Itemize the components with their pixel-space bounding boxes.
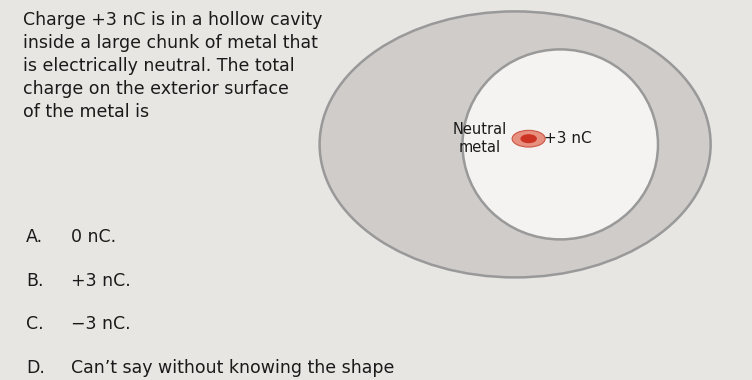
Ellipse shape bbox=[462, 49, 658, 239]
Text: +3 nC.: +3 nC. bbox=[71, 272, 131, 290]
Text: 0 nC.: 0 nC. bbox=[71, 228, 117, 246]
Circle shape bbox=[512, 130, 545, 147]
Text: −3 nC.: −3 nC. bbox=[71, 315, 131, 333]
Text: Can’t say without knowing the shape
    and location of the hollow cavity.: Can’t say without knowing the shape and … bbox=[71, 359, 395, 380]
Circle shape bbox=[521, 135, 536, 142]
Text: C.: C. bbox=[26, 315, 44, 333]
Text: A.: A. bbox=[26, 228, 44, 246]
Ellipse shape bbox=[320, 11, 711, 277]
Text: B.: B. bbox=[26, 272, 44, 290]
Text: D.: D. bbox=[26, 359, 45, 377]
Text: Charge +3 nC is in a hollow cavity
inside a large chunk of metal that
is electri: Charge +3 nC is in a hollow cavity insid… bbox=[23, 11, 322, 121]
Text: Neutral
metal: Neutral metal bbox=[453, 122, 507, 155]
Text: +3 nC: +3 nC bbox=[544, 131, 592, 146]
